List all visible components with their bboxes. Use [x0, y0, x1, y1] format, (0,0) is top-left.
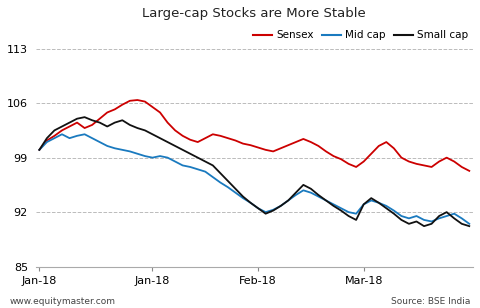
Text: Source: BSE India: Source: BSE India — [391, 298, 470, 306]
Legend: Sensex, Mid cap, Small cap: Sensex, Mid cap, Small cap — [253, 30, 468, 40]
Title: Large-cap Stocks are More Stable: Large-cap Stocks are More Stable — [143, 7, 366, 20]
Text: www.equitymaster.com: www.equitymaster.com — [10, 298, 116, 306]
